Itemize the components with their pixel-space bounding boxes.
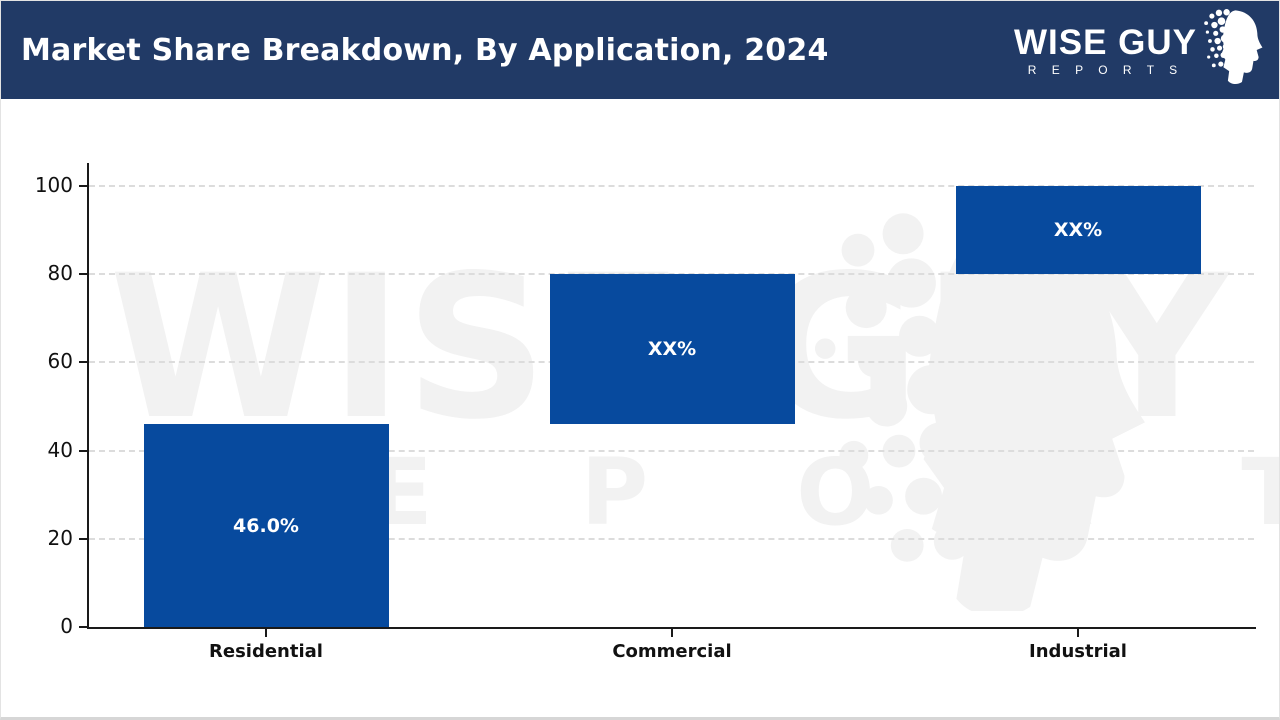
wiseguy-head-icon xyxy=(1204,9,1263,85)
y-tick-label: 80 xyxy=(47,261,73,286)
gridline-20 xyxy=(89,537,1254,540)
y-axis-line xyxy=(87,163,89,629)
gridline-100 xyxy=(89,185,1254,187)
bar-value-label: XX% xyxy=(647,338,697,361)
y-tick-label: 100 xyxy=(34,173,73,197)
wiseguy-logo-text: WISE GUY R E P O R T S xyxy=(1014,25,1197,76)
y-tick-mark xyxy=(79,449,87,452)
x-tick-mark xyxy=(1077,629,1079,637)
x-tick-mark xyxy=(671,629,673,637)
bar-value-label: XX% xyxy=(1053,219,1103,242)
x-axis-line xyxy=(87,627,1256,629)
bar-value-label: 46.0% xyxy=(233,514,299,537)
y-tick-mark xyxy=(79,626,87,628)
y-tick-label: 0 xyxy=(60,614,73,638)
x-tick-label-industrial: Industrial xyxy=(1029,641,1127,662)
y-tick-mark xyxy=(79,537,87,540)
y-tick-label: 20 xyxy=(47,525,73,550)
y-tick-label: 40 xyxy=(47,437,73,462)
bar-commercial: XX% xyxy=(549,274,795,425)
y-tick-mark xyxy=(79,273,87,276)
x-tick-mark xyxy=(265,629,267,637)
gridline-40 xyxy=(89,449,1254,452)
wiseguy-logo: WISE GUY R E P O R T S xyxy=(1014,7,1265,93)
header: Market Share Breakdown, By Application, … xyxy=(1,1,1279,99)
logo-wordmark: WISE GUY xyxy=(1013,22,1197,62)
x-tick-label-residential: Residential xyxy=(209,641,323,662)
page-title: Market Share Breakdown, By Application, … xyxy=(21,32,829,68)
logo-subtext: R E P O R T S xyxy=(1027,62,1184,77)
y-tick-label: 60 xyxy=(47,349,73,374)
bar-industrial: XX% xyxy=(955,186,1201,275)
y-tick-mark xyxy=(79,185,87,187)
bar-residential: 46.0% xyxy=(143,424,389,627)
x-tick-label-commercial: Commercial xyxy=(612,641,732,662)
y-tick-mark xyxy=(79,361,87,364)
